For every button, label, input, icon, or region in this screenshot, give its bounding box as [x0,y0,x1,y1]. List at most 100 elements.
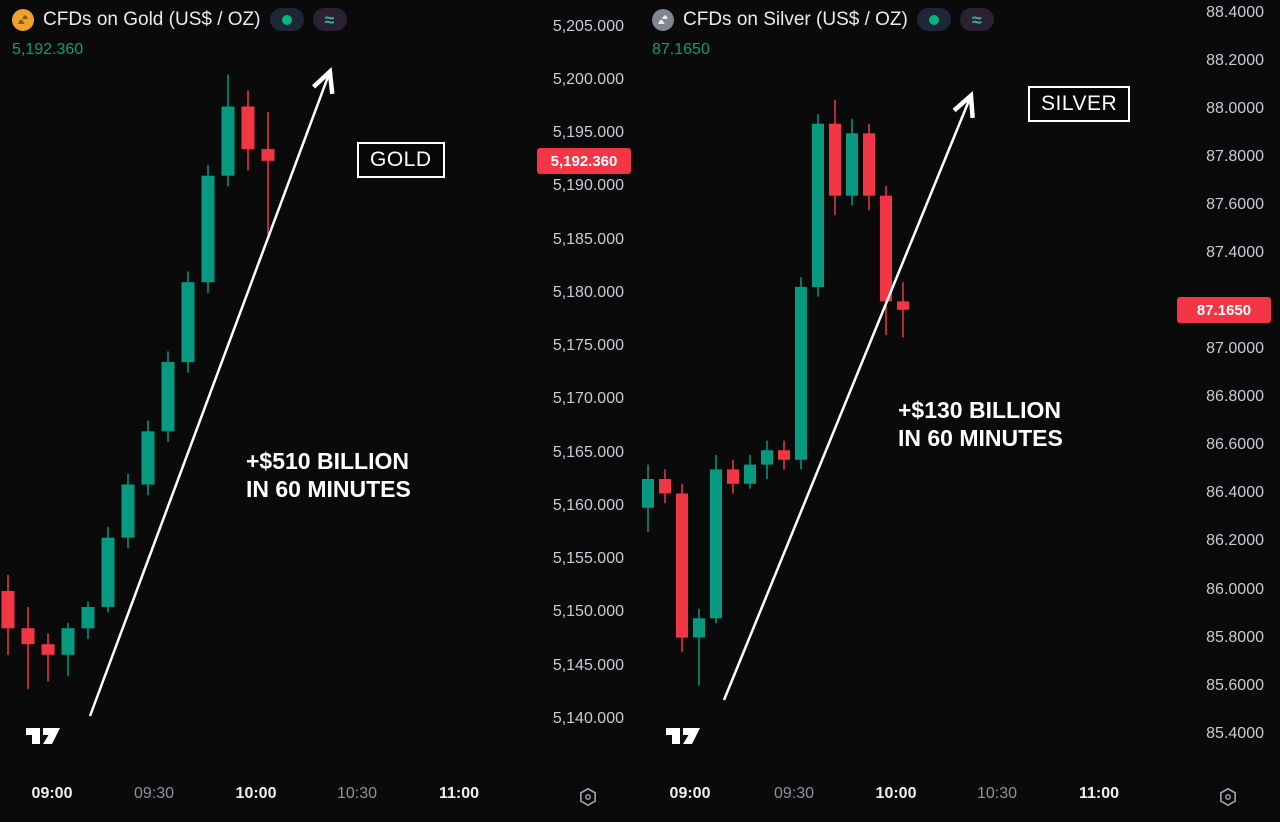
price-tick-label: 86.0000 [1206,581,1264,598]
price-tick-label: 5,190.000 [552,177,624,194]
gold-price-axis[interactable]: 5,192.360 5,205.000 5,200.000 5,195.000 5,1… [535,0,640,772]
price-tick-label: 87.8000 [1206,148,1264,165]
candle-body [744,464,756,484]
candle-body [778,450,790,460]
tradingview-logo[interactable] [24,720,64,752]
candle-body [710,469,722,619]
candle-body [261,149,275,161]
silver-annotation-line2: IN 60 MINUTES [898,425,1063,451]
silver-coin-icon [652,8,674,31]
price-tick-label: 5,175.000 [552,337,624,354]
silver-pane: CFDs on Silver (US$ / OZ) ≈ 87.1650 SILV… [640,0,1280,822]
candle-body [863,133,875,196]
price-tick-label: 5,155.000 [552,550,624,567]
gold-chart-legend: CFDs on Gold (US$ / OZ) ≈ 5,192.360 [12,8,347,59]
price-tick-label: 5,180.000 [552,284,624,301]
market-open-dot-icon [928,14,939,25]
candle-body [201,175,215,283]
candle-body [101,537,115,607]
time-tick-label: 09:00 [31,785,73,802]
candle-body [141,431,155,485]
candle-body [693,618,705,638]
gold-annotation-line2: IN 60 MINUTES [246,476,411,502]
candle-body [81,607,95,629]
candle-body [761,450,773,465]
price-tick-label: 85.6000 [1206,677,1264,694]
price-tick-label: 5,185.000 [552,231,624,248]
gold-candlestick-chart [1,74,275,689]
candle-body [897,301,909,310]
silver-price-axis[interactable]: 87.1650 88.4000 88.2000 88.0000 87.8000 87.6… [1175,0,1280,772]
gold-symbol-title[interactable]: CFDs on Gold (US$ / OZ) [43,8,261,30]
price-tick-label: 5,160.000 [552,497,624,514]
price-tick-label: 5,195.000 [552,124,624,141]
candle-body [829,123,841,196]
price-tick-label: 86.6000 [1206,436,1264,453]
gold-overlay-label: GOLD [357,142,445,178]
time-tick-label: 09:30 [133,785,175,802]
price-tick-label: 5,165.000 [552,444,624,461]
gold-annotation-text: +$510 BILLION IN 60 MINUTES [246,447,411,503]
gold-current-price-tag: 5,192.360 [537,148,631,174]
tradingview-logo[interactable] [664,720,704,752]
price-tick-label: 86.8000 [1206,388,1264,405]
price-tick-label: 86.4000 [1206,484,1264,501]
gold-pane: CFDs on Gold (US$ / OZ) ≈ 5,192.360 GOLD… [0,0,640,822]
gold-time-axis[interactable]: 09:00 09:30 10:00 10:30 11:00 [0,772,535,822]
time-tick-label: 11:00 [1078,785,1120,802]
candle-body [659,479,671,494]
silver-axis-settings-icon[interactable] [1175,772,1280,822]
gold-plot-area[interactable]: CFDs on Gold (US$ / OZ) ≈ 5,192.360 GOLD… [0,0,535,772]
candle-body [880,195,892,302]
silver-symbol-title[interactable]: CFDs on Silver (US$ / OZ) [683,8,908,30]
price-tick-label: 5,205.000 [552,18,624,35]
time-tick-label: 10:00 [875,785,917,802]
candle-body [812,123,824,287]
price-tick-label: 5,140.000 [552,710,624,727]
price-tick-label: 85.4000 [1206,725,1264,742]
time-tick-label: 10:00 [235,785,277,802]
price-tick-label: 88.0000 [1206,100,1264,117]
silver-time-axis[interactable]: 09:00 09:30 10:00 10:30 11:00 [640,772,1175,822]
price-tick-label: 5,150.000 [552,603,624,620]
silver-overlay-label: SILVER [1028,86,1131,122]
time-tick-label: 10:30 [336,785,378,802]
candle-body [41,644,55,655]
candle-body [846,133,858,196]
candle-body [676,493,688,638]
candle-body [61,628,75,655]
time-tick-label: 09:00 [669,785,711,802]
candle-body [161,362,175,432]
silver-plot-area[interactable]: CFDs on Silver (US$ / OZ) ≈ 87.1650 SILV… [640,0,1175,772]
silver-annotation-text: +$130 BILLION IN 60 MINUTES [898,396,1063,452]
extended-hours-icon[interactable]: ≈ [312,8,347,31]
candle-body [121,484,135,538]
price-tick-label: 87.6000 [1206,196,1264,213]
price-tick-label: 5,170.000 [552,390,624,407]
market-status-pill[interactable] [269,8,304,31]
gold-axis-settings-icon[interactable] [535,772,640,822]
candle-body [1,591,15,629]
price-tick-label: 86.2000 [1206,532,1264,549]
candle-body [181,282,195,363]
price-tick-label: 87.4000 [1206,244,1264,261]
silver-current-price-tag: 87.1650 [1177,297,1271,323]
price-tick-label: 85.8000 [1206,629,1264,646]
market-status-pill[interactable] [916,8,951,31]
candle-body [21,628,35,645]
price-tick-label: 5,145.000 [552,657,624,674]
candle-body [642,479,654,508]
candle-body [727,469,739,484]
candle-body [221,106,235,176]
silver-last-price: 87.1650 [652,41,710,58]
price-tick-label: 5,200.000 [552,71,624,88]
extended-hours-icon[interactable]: ≈ [959,8,994,31]
gold-coin-icon [12,8,34,31]
market-open-dot-icon [281,14,292,25]
silver-annotation-line1: +$130 BILLION [898,397,1061,423]
price-tick-label: 88.4000 [1206,4,1264,21]
time-tick-label: 10:30 [976,785,1018,802]
price-tick-label: 88.2000 [1206,52,1264,69]
silver-chart-legend: CFDs on Silver (US$ / OZ) ≈ 87.1650 [652,8,994,59]
